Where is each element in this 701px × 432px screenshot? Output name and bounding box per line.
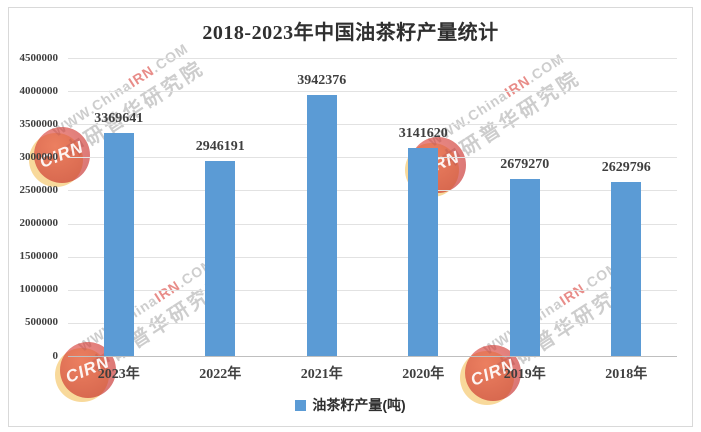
bar — [205, 160, 236, 356]
y-tick-label: 3500000 — [19, 117, 59, 130]
bar — [306, 94, 337, 356]
bar — [509, 178, 540, 356]
gridline — [68, 256, 677, 258]
y-tick-label: 3000000 — [19, 150, 59, 163]
gridline — [68, 157, 677, 159]
x-axis-label: 2023年 — [97, 367, 140, 382]
bar-value-label: 2946191 — [195, 138, 245, 154]
x-axis-label: 2020年 — [402, 367, 445, 382]
y-tick-label: 2000000 — [19, 217, 59, 230]
gridline — [68, 190, 677, 192]
bar — [611, 181, 642, 356]
x-axis-label: 2022年 — [199, 367, 242, 382]
x-axis-label: 2019年 — [503, 367, 546, 382]
legend-label: 油茶籽产量(吨) — [312, 397, 406, 413]
x-axis-label: 2021年 — [300, 367, 343, 382]
bar — [103, 132, 134, 356]
gridline — [68, 58, 677, 59]
bar-value-label: 2629796 — [601, 159, 651, 175]
bar-value-label: 3942376 — [297, 72, 347, 88]
gridline — [68, 289, 677, 291]
gridline — [68, 124, 677, 126]
bar — [408, 147, 439, 356]
y-tick-label: 1500000 — [19, 250, 59, 263]
y-tick-label: 500000 — [25, 316, 58, 329]
y-tick-label: 2500000 — [19, 183, 59, 196]
y-tick-label: 4500000 — [19, 51, 59, 64]
bar-value-label: 2679270 — [500, 156, 550, 172]
legend-marker-icon — [295, 399, 307, 411]
x-axis-label: 2018年 — [605, 367, 648, 382]
legend: 油茶籽产量(吨) — [0, 395, 701, 415]
gridline — [68, 223, 677, 225]
gridline — [68, 322, 677, 324]
gridline — [68, 91, 677, 93]
chart-title: 2018-2023年中国油茶籽产量统计 — [202, 22, 499, 44]
y-tick-label: 1000000 — [19, 283, 59, 296]
y-tick-label: 0 — [52, 349, 59, 362]
y-tick-label: 4000000 — [19, 84, 59, 97]
bar-value-label: 3369641 — [94, 110, 144, 126]
cirn-logo-icon: CIRN — [29, 127, 90, 187]
bar-value-label: 3141620 — [398, 125, 448, 141]
x-axis-line — [68, 356, 677, 357]
